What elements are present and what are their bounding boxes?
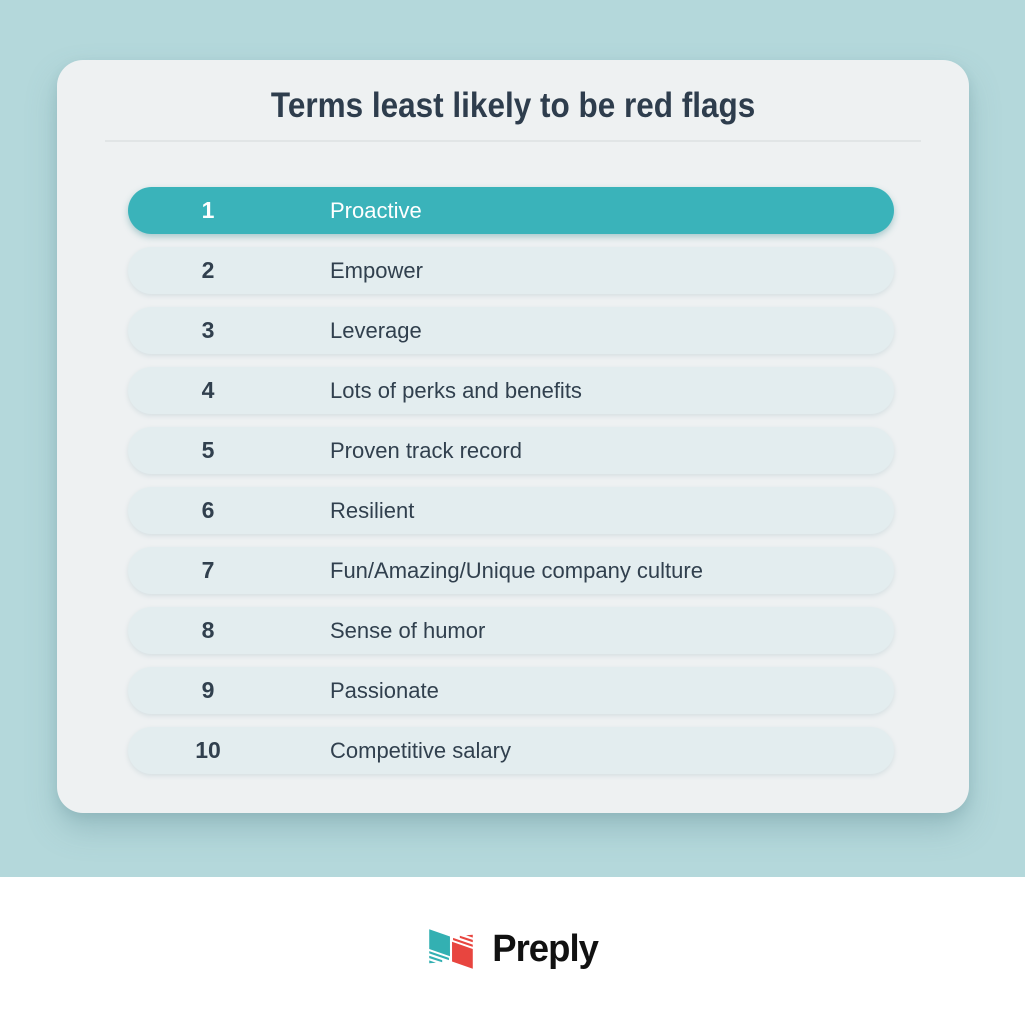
term-label: Resilient [330, 497, 415, 523]
term-label: Empower [330, 257, 423, 283]
term-label: Leverage [330, 317, 422, 343]
list-item: 1 Proactive [128, 187, 894, 234]
term-label: Competitive salary [330, 737, 511, 763]
rank-number: 4 [201, 377, 215, 403]
footer-brand-bar: Preply [0, 877, 1025, 1021]
term-label: Proven track record [330, 437, 522, 463]
preply-logo-icon [429, 929, 473, 969]
list-item: 6 Resilient [128, 487, 894, 534]
term-label: Fun/Amazing/Unique company culture [330, 557, 703, 583]
brand-wordmark: Preply [492, 927, 599, 970]
rank-number: 1 [201, 197, 215, 223]
list-item: 5 Proven track record [128, 427, 894, 474]
list-item: 2 Empower [128, 247, 894, 294]
rank-number: 3 [201, 317, 215, 343]
term-label: Sense of humor [330, 617, 486, 643]
list-item: 3 Leverage [128, 307, 894, 354]
list-item: 4 Lots of perks and benefits [128, 367, 894, 414]
rank-number: 10 [195, 737, 221, 763]
term-label: Lots of perks and benefits [330, 377, 582, 403]
list-item: 7 Fun/Amazing/Unique company culture [128, 547, 894, 594]
ranking-card: Terms least likely to be red flags 1 Pro… [57, 60, 969, 813]
term-label: Proactive [330, 197, 422, 223]
rank-number: 6 [201, 497, 215, 523]
page-title: Terms least likely to be red flags [270, 86, 756, 125]
rank-number: 2 [201, 257, 215, 283]
term-label: Passionate [330, 677, 439, 703]
list-item: 10 Competitive salary [128, 727, 894, 774]
list-item: 8 Sense of humor [128, 607, 894, 654]
rank-number: 8 [201, 617, 215, 643]
title-divider [105, 140, 921, 142]
rank-number: 9 [201, 677, 215, 703]
ranked-list: 1 Proactive 2 Empower 3 Leverage 4 Lots … [57, 187, 969, 774]
list-item: 9 Passionate [128, 667, 894, 714]
rank-number: 7 [201, 557, 215, 583]
rank-number: 5 [201, 437, 215, 463]
